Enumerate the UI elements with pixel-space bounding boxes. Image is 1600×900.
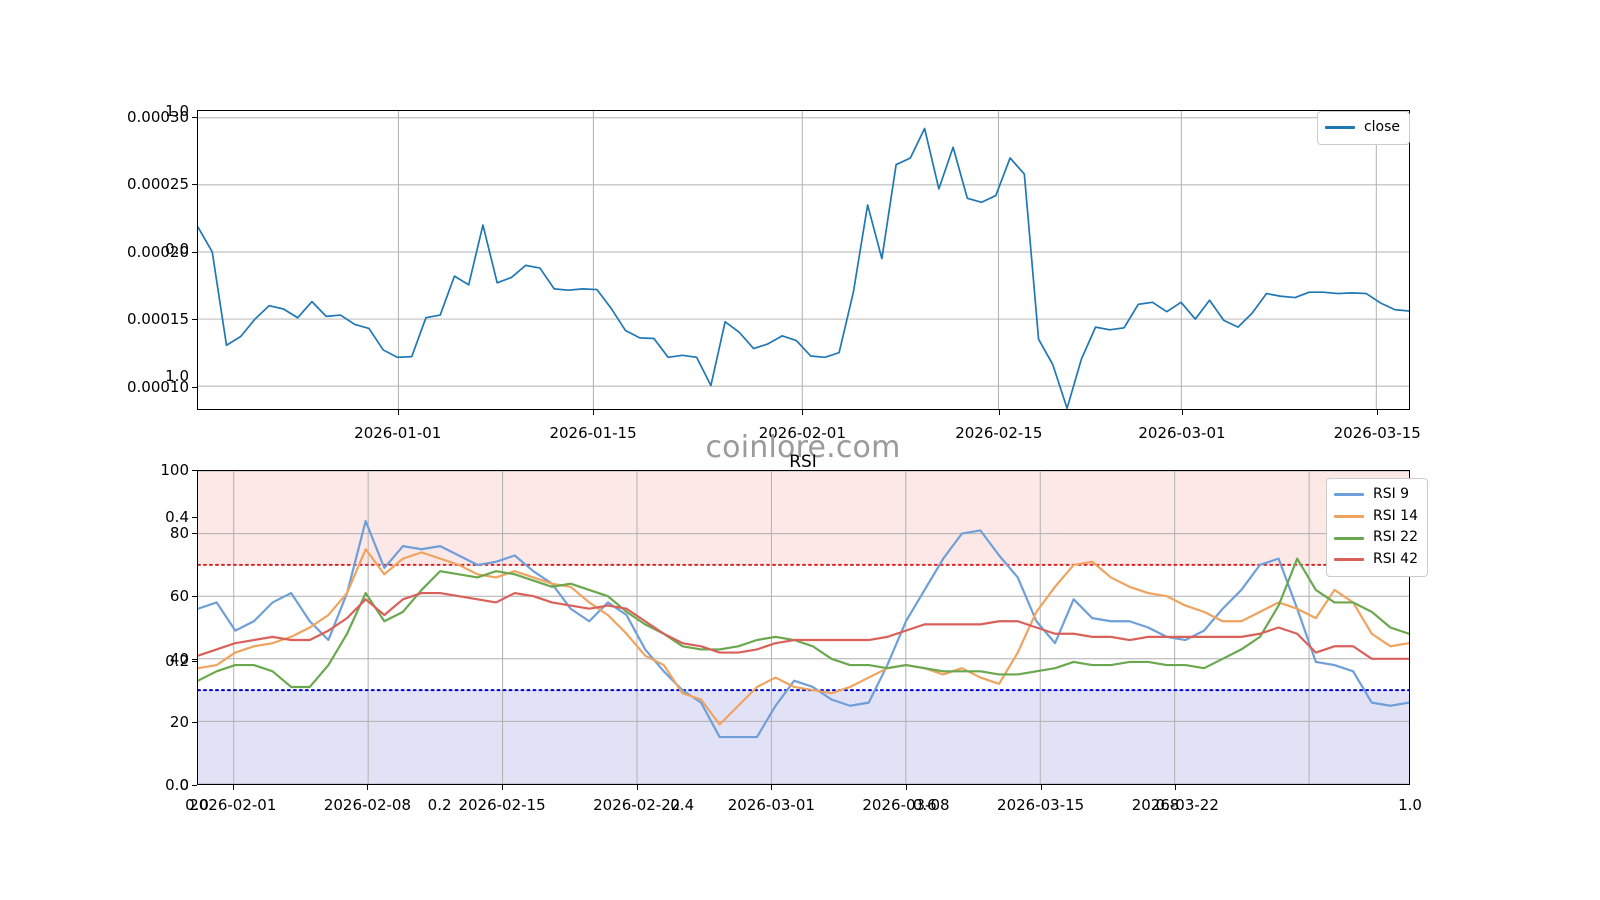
watermark: coinlore.com — [705, 430, 901, 465]
price-y-tick-mark — [192, 387, 197, 389]
price-x-tick-label: 2026-03-01 — [1138, 424, 1226, 442]
price-x-tick-mark — [593, 410, 595, 415]
rsi-x-overlay-tick-label: 0.8 — [1155, 796, 1180, 814]
legend-color-swatch — [1333, 515, 1364, 519]
price-x-tick-mark — [397, 410, 399, 415]
price-x-tick-label: 2026-01-01 — [354, 424, 442, 442]
price-y-tick-mark — [192, 184, 197, 186]
rsi-y-tick-label: 60 — [169, 587, 189, 605]
price-y-overlay-tick-label: 1.0 — [165, 367, 189, 385]
legend-label: RSI 14 — [1372, 507, 1418, 524]
legend-item[interactable]: RSI 9 — [1333, 484, 1418, 506]
rsi-x-tick-mark — [1175, 785, 1177, 790]
price-y-tick-mark — [192, 116, 197, 118]
rsi-chart-legend[interactable]: RSI 9 RSI 14 RSI 22 RSI 42 — [1325, 478, 1428, 577]
rsi-y-tick-label: 40 — [169, 650, 189, 668]
price-y-tick-label: 0.00020 — [126, 242, 189, 261]
rsi-x-tick-mark — [636, 785, 638, 790]
rsi-y-overlay-tick-mark — [192, 517, 197, 518]
rsi-x-tick-mark — [905, 785, 907, 790]
legend-item[interactable]: RSI 22 — [1333, 527, 1418, 549]
price-plot-svg — [198, 111, 1409, 409]
price-x-tick-label: 2026-02-15 — [955, 424, 1043, 442]
rsi-x-tick-label: 2026-02-08 — [323, 796, 412, 814]
price-x-tick-mark — [1181, 410, 1183, 415]
legend-label: close — [1363, 119, 1400, 135]
legend-label: RSI 42 — [1372, 551, 1418, 568]
rsi-x-tick-mark — [232, 785, 234, 790]
price-x-tick-label: 2026-02-01 — [758, 424, 846, 442]
price-chart-legend[interactable]: close — [1316, 111, 1410, 145]
rsi-y-overlay-tick-mark — [192, 661, 197, 662]
rsi-x-tick-label: 2026-02-15 — [458, 796, 546, 814]
price-chart-axes — [197, 110, 1410, 410]
rsi-x-tick-mark — [502, 785, 504, 790]
rsi-x-overlay-tick-label: 0.4 — [670, 796, 695, 814]
legend-item[interactable]: RSI 14 — [1333, 506, 1418, 528]
rsi-x-tick-mark — [367, 785, 369, 790]
price-y-tick-label: 0.00025 — [126, 175, 189, 194]
price-y-overlay-tick-label: 0.0 — [165, 240, 189, 258]
price-y-tick-label: 0.00030 — [126, 107, 189, 126]
legend-label: RSI 22 — [1372, 529, 1418, 546]
rsi-x-tick-label: 2026-03-15 — [997, 796, 1085, 814]
price-y-tick-mark — [192, 319, 197, 321]
rsi-chart-axes — [197, 470, 1410, 785]
rsi-x-tick-mark — [771, 785, 773, 790]
rsi-y-tick-label: 80 — [169, 524, 189, 542]
price-y-tick-mark — [192, 251, 197, 253]
rsi-x-tick-label: 2026-03-08 — [862, 796, 950, 814]
rsi-y-tick-label: 0 — [179, 776, 189, 794]
rsi-x-overlay-tick-label: 1.0 — [1398, 796, 1422, 814]
rsi-x-tick-label: 2026-03-22 — [1131, 796, 1219, 814]
rsi-y-tick-mark — [192, 470, 197, 471]
price-x-tick-mark — [1377, 410, 1379, 415]
legend-color-swatch — [1333, 558, 1364, 562]
rsi-x-tick-label: 2026-02-01 — [189, 796, 277, 814]
rsi-y-tick-mark — [192, 659, 197, 660]
price-x-tick-mark — [998, 410, 1000, 415]
legend-item[interactable]: RSI 42 — [1333, 549, 1418, 571]
rsi-x-overlay-tick-label: 0.0 — [185, 796, 209, 814]
legend-color-swatch — [1333, 536, 1364, 540]
legend-color-swatch — [1324, 126, 1355, 130]
rsi-x-tick-label: 2026-03-01 — [727, 796, 815, 814]
legend-color-swatch — [1333, 493, 1364, 497]
rsi-plot-svg — [198, 471, 1409, 784]
rsi-y-tick-label: 100 — [160, 461, 189, 479]
price-x-tick-label: 2026-01-15 — [549, 424, 637, 442]
rsi-y-overlay-tick-label: 0.4 — [165, 508, 189, 526]
rsi-y-overlay-tick-label: 0.2 — [165, 652, 189, 670]
rsi-y-tick-label: 20 — [169, 713, 189, 731]
rsi-y-tick-mark — [192, 596, 197, 597]
legend-item[interactable]: close — [1324, 117, 1400, 139]
rsi-y-overlay-tick-label: 0.0 — [165, 776, 189, 794]
rsi-x-overlay-tick-label: 0.6 — [912, 796, 937, 814]
rsi-x-tick-label: 2026-02-22 — [593, 796, 681, 814]
rsi-x-tick-mark — [1040, 785, 1042, 790]
price-x-tick-mark — [802, 410, 804, 415]
price-y-overlay-tick-label: 1.0 — [165, 102, 189, 120]
price-x-tick-label: 2026-03-15 — [1333, 424, 1421, 442]
price-y-tick-label: 0.00010 — [126, 378, 189, 397]
price-y-tick-label: 0.00015 — [126, 310, 189, 329]
rsi-y-tick-mark — [192, 533, 197, 534]
legend-label: RSI 9 — [1372, 486, 1410, 502]
rsi-chart-title: RSI — [789, 452, 817, 472]
rsi-x-overlay-tick-label: 0.2 — [427, 796, 452, 814]
rsi-y-overlay-tick-mark — [192, 785, 197, 786]
rsi-y-tick-mark — [192, 722, 197, 723]
